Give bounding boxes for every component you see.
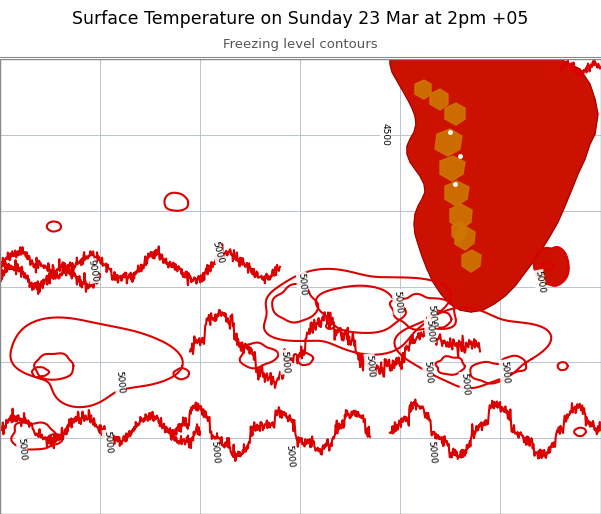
Text: 5000: 5000 xyxy=(392,290,403,314)
Polygon shape xyxy=(445,103,465,125)
Polygon shape xyxy=(429,241,445,250)
Polygon shape xyxy=(455,226,475,250)
Text: 5000: 5000 xyxy=(284,444,296,468)
Polygon shape xyxy=(440,156,465,181)
Text: 4500: 4500 xyxy=(380,123,389,145)
Polygon shape xyxy=(390,59,598,312)
Text: Freezing level contours: Freezing level contours xyxy=(223,38,378,51)
Polygon shape xyxy=(435,129,462,156)
Polygon shape xyxy=(434,207,478,266)
Text: 5000: 5000 xyxy=(423,360,433,384)
Polygon shape xyxy=(436,248,447,256)
Text: 5000: 5000 xyxy=(365,354,376,378)
Text: 5000: 5000 xyxy=(16,437,28,461)
Polygon shape xyxy=(462,250,481,272)
Text: Surface Temperature on Sunday 23 Mar at 2pm +05: Surface Temperature on Sunday 23 Mar at … xyxy=(72,10,529,28)
Text: 5000: 5000 xyxy=(103,430,114,454)
Polygon shape xyxy=(415,80,431,99)
Text: 5000: 5000 xyxy=(427,440,438,464)
Text: 5000: 5000 xyxy=(279,350,290,374)
Polygon shape xyxy=(445,181,469,206)
Text: 5000: 5000 xyxy=(499,360,510,384)
Text: 5000: 5000 xyxy=(115,370,126,394)
Polygon shape xyxy=(542,262,554,270)
Text: 5000: 5000 xyxy=(427,304,438,328)
Text: 5000: 5000 xyxy=(210,440,221,464)
Text: 9000: 9000 xyxy=(87,259,99,283)
Polygon shape xyxy=(450,204,472,229)
Text: 5000: 5000 xyxy=(424,319,436,343)
Polygon shape xyxy=(534,247,569,286)
Text: 5000: 5000 xyxy=(460,372,471,396)
Text: 5000: 5000 xyxy=(211,240,225,264)
Polygon shape xyxy=(430,89,448,110)
Text: 5000: 5000 xyxy=(534,270,546,294)
Text: 5000: 5000 xyxy=(296,272,308,296)
Polygon shape xyxy=(452,221,466,242)
